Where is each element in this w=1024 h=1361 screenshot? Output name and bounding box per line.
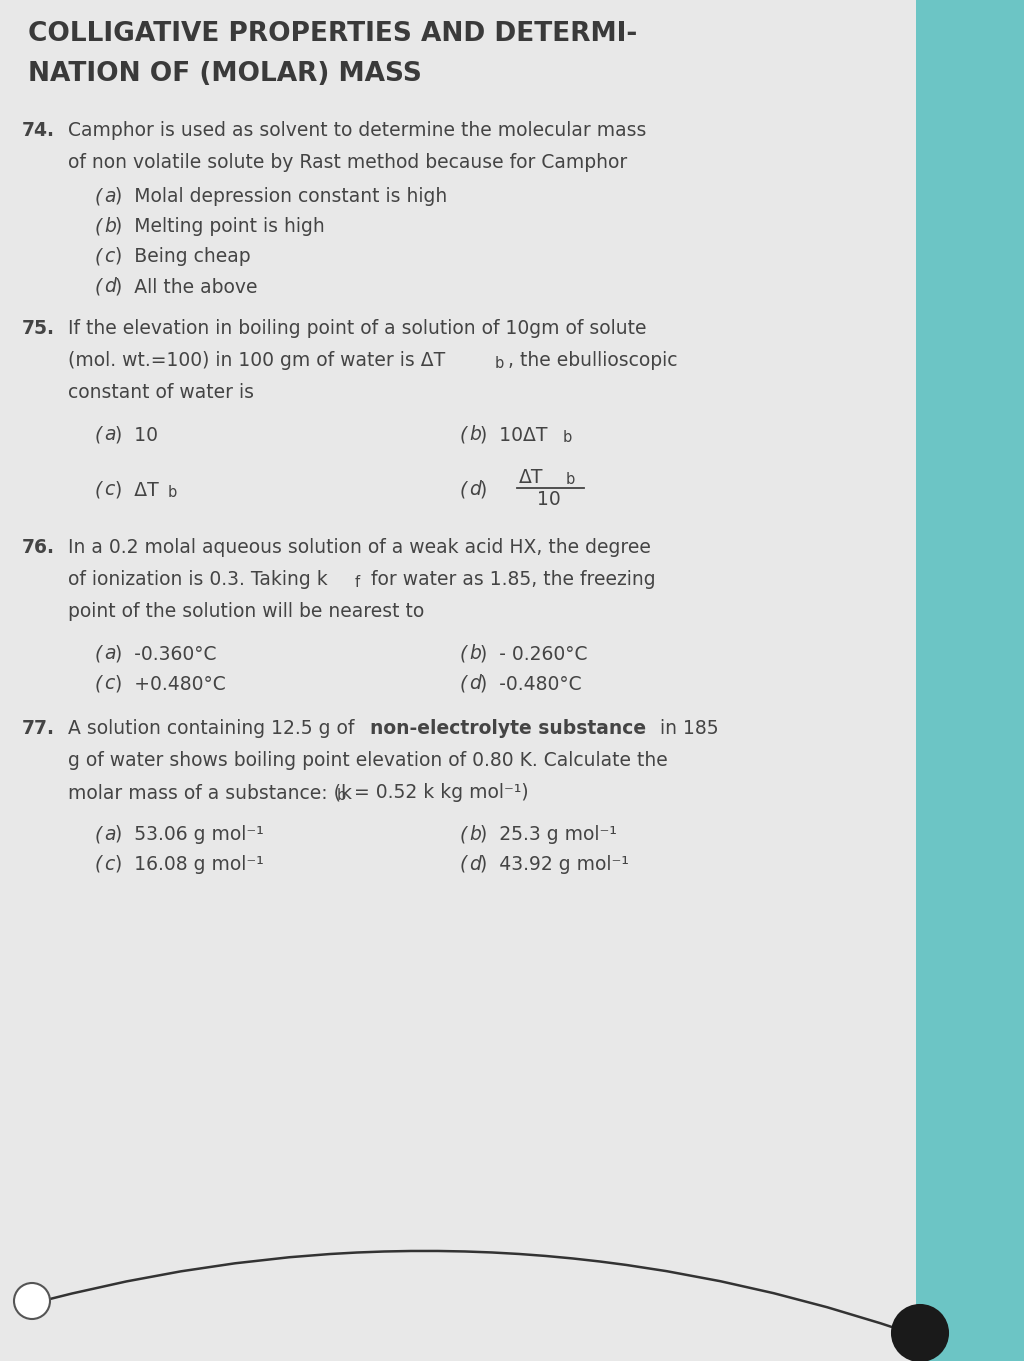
Text: c: c: [104, 674, 115, 693]
Bar: [916, 0, 1024, 1361]
Text: ΔT: ΔT: [519, 468, 544, 487]
Text: molar mass of a substance: (k: molar mass of a substance: (k: [68, 783, 352, 802]
Text: )  53.06 g mol⁻¹: ) 53.06 g mol⁻¹: [115, 825, 264, 844]
Text: P: P: [913, 1319, 927, 1337]
Text: b: b: [337, 788, 346, 803]
Text: b: b: [469, 825, 481, 844]
Text: (: (: [460, 425, 467, 444]
Text: (: (: [95, 644, 102, 663]
Circle shape: [892, 1305, 948, 1361]
Text: b: b: [495, 357, 504, 372]
Text: (: (: [460, 825, 467, 844]
Text: (: (: [95, 246, 102, 265]
Text: )  -0.480°C: ) -0.480°C: [480, 674, 582, 693]
Text: )  10: ) 10: [115, 425, 158, 444]
Text: )  43.92 g mol⁻¹: ) 43.92 g mol⁻¹: [480, 855, 629, 874]
Text: )  25.3 g mol⁻¹: ) 25.3 g mol⁻¹: [480, 825, 616, 844]
Text: (: (: [95, 480, 102, 499]
Text: ): ): [480, 480, 500, 499]
Text: 77.: 77.: [22, 719, 55, 738]
Text: a: a: [104, 425, 116, 444]
Text: a: a: [104, 644, 116, 663]
Text: )  16.08 g mol⁻¹: ) 16.08 g mol⁻¹: [115, 855, 264, 874]
Text: b: b: [566, 472, 575, 487]
Text: )  All the above: ) All the above: [115, 278, 257, 295]
Text: a: a: [104, 825, 116, 844]
Text: (mol. wt.=100) in 100 gm of water is ΔT: (mol. wt.=100) in 100 gm of water is ΔT: [68, 351, 445, 370]
Text: in 185: in 185: [654, 719, 719, 738]
Text: b: b: [469, 644, 481, 663]
Text: W: W: [910, 1339, 930, 1357]
Text: (: (: [95, 186, 102, 206]
Text: b: b: [563, 430, 572, 445]
Text: NATION OF (MOLAR) MASS: NATION OF (MOLAR) MASS: [28, 61, 422, 87]
Text: g of water shows boiling point elevation of 0.80 K. Calculate the: g of water shows boiling point elevation…: [68, 751, 668, 770]
Text: of non volatile solute by Rast method because for Camphor: of non volatile solute by Rast method be…: [68, 152, 628, 171]
Text: Camphor is used as solvent to determine the molecular mass: Camphor is used as solvent to determine …: [68, 121, 646, 140]
Text: )  - 0.260°C: ) - 0.260°C: [480, 644, 588, 663]
Circle shape: [14, 1283, 50, 1319]
Text: b: b: [469, 425, 481, 444]
Text: f: f: [355, 574, 360, 591]
Text: (: (: [95, 674, 102, 693]
Text: b: b: [168, 485, 177, 499]
Text: (: (: [460, 674, 467, 693]
Text: (: (: [460, 855, 467, 874]
Text: If the elevation in boiling point of a solution of 10gm of solute: If the elevation in boiling point of a s…: [68, 318, 646, 338]
Text: a: a: [104, 186, 116, 206]
Text: (: (: [460, 644, 467, 663]
Text: )  Melting point is high: ) Melting point is high: [115, 216, 325, 235]
Text: non-electrolyte substance: non-electrolyte substance: [370, 719, 646, 738]
Text: b: b: [104, 216, 116, 235]
Text: d: d: [104, 278, 116, 295]
Text: constant of water is: constant of water is: [68, 382, 254, 401]
Text: , the ebullioscopic: , the ebullioscopic: [508, 351, 678, 370]
Text: )  Being cheap: ) Being cheap: [115, 246, 251, 265]
Text: )  10ΔT: ) 10ΔT: [480, 425, 548, 444]
Text: )  -0.360°C: ) -0.360°C: [115, 644, 216, 663]
Text: point of the solution will be nearest to: point of the solution will be nearest to: [68, 602, 424, 621]
Text: (: (: [95, 825, 102, 844]
Text: (: (: [460, 480, 467, 499]
Text: (: (: [95, 278, 102, 295]
Text: 74.: 74.: [22, 121, 55, 140]
Text: for water as 1.85, the freezing: for water as 1.85, the freezing: [365, 570, 655, 589]
Text: )  ΔT: ) ΔT: [115, 480, 159, 499]
Text: A solution containing 12.5 g of: A solution containing 12.5 g of: [68, 719, 360, 738]
Text: 1: 1: [27, 1289, 37, 1304]
Text: 10: 10: [537, 490, 561, 509]
Text: COLLIGATIVE PROPERTIES AND DETERMI-: COLLIGATIVE PROPERTIES AND DETERMI-: [28, 20, 637, 48]
Text: 76.: 76.: [22, 538, 55, 557]
Text: d: d: [469, 674, 481, 693]
Text: d: d: [469, 855, 481, 874]
Text: 75.: 75.: [22, 318, 55, 338]
Text: )  Molal depression constant is high: ) Molal depression constant is high: [115, 186, 447, 206]
Text: (: (: [95, 216, 102, 235]
Text: c: c: [104, 855, 115, 874]
Text: In a 0.2 molal aqueous solution of a weak acid HX, the degree: In a 0.2 molal aqueous solution of a wea…: [68, 538, 651, 557]
Text: d: d: [469, 480, 481, 499]
Text: = 0.52 k kg mol⁻¹): = 0.52 k kg mol⁻¹): [348, 783, 528, 802]
Text: of ionization is 0.3. Taking k: of ionization is 0.3. Taking k: [68, 570, 328, 589]
Text: (: (: [95, 855, 102, 874]
Text: )  +0.480°C: ) +0.480°C: [115, 674, 225, 693]
Text: c: c: [104, 246, 115, 265]
Text: (: (: [95, 425, 102, 444]
Text: c: c: [104, 480, 115, 499]
